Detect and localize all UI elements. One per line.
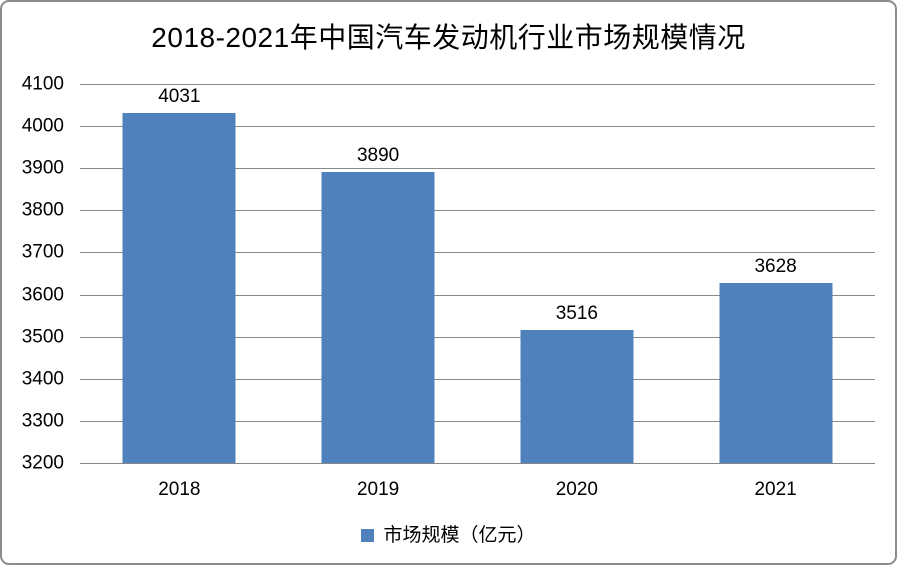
y-axis-tick-3800: 3800 bbox=[21, 199, 64, 221]
bar-2019 bbox=[321, 172, 435, 463]
data-label-2018: 4031 bbox=[158, 86, 201, 108]
y-axis-tick-3500: 3500 bbox=[21, 326, 64, 348]
y-axis-tick-4100: 4100 bbox=[21, 73, 64, 95]
x-axis-tick-2021: 2021 bbox=[754, 479, 797, 500]
gridline-3800 bbox=[80, 210, 875, 212]
plot-area: 3200 3300 3400 3500 3600 3700 3800 3900 4000 4100… bbox=[22, 75, 875, 499]
gridline-3900 bbox=[80, 168, 875, 170]
y-axis-tick-3900: 3900 bbox=[21, 157, 64, 179]
y-axis-tick-3400: 3400 bbox=[21, 368, 64, 390]
x-axis-tick-2018: 2018 bbox=[158, 479, 201, 500]
gridline-3400 bbox=[80, 378, 875, 380]
legend: 市场规模（亿元） bbox=[2, 526, 895, 545]
y-axis-tick-3200: 3200 bbox=[21, 452, 64, 474]
y-axis-tick-4000: 4000 bbox=[21, 115, 64, 137]
y-axis-tick-3700: 3700 bbox=[21, 241, 64, 263]
bar-2020 bbox=[520, 329, 634, 463]
gridline-3500 bbox=[80, 336, 875, 338]
gridline-3300 bbox=[80, 420, 875, 422]
gridline-4000 bbox=[80, 126, 875, 128]
data-label-2020: 3516 bbox=[555, 302, 599, 324]
data-label-2021: 3628 bbox=[754, 255, 797, 277]
y-axis-tick-3300: 3300 bbox=[21, 410, 64, 432]
bar-2018 bbox=[122, 113, 236, 463]
x-axis-tick-2019: 2019 bbox=[356, 479, 400, 500]
x-axis-tick-2020: 2020 bbox=[555, 479, 599, 500]
gridline-4100 bbox=[80, 84, 875, 85]
chart-title: 2018-2021年中国汽车发动机行业市场规模情况 bbox=[151, 22, 746, 53]
legend-swatch-icon bbox=[361, 529, 375, 542]
gridline-3700 bbox=[80, 252, 875, 254]
gridline-3600 bbox=[80, 294, 875, 296]
data-label-2019: 3890 bbox=[356, 145, 400, 167]
bar-2021 bbox=[719, 282, 833, 463]
legend-label: 市场规模（亿元） bbox=[383, 525, 536, 546]
y-axis-tick-3600: 3600 bbox=[21, 284, 64, 306]
